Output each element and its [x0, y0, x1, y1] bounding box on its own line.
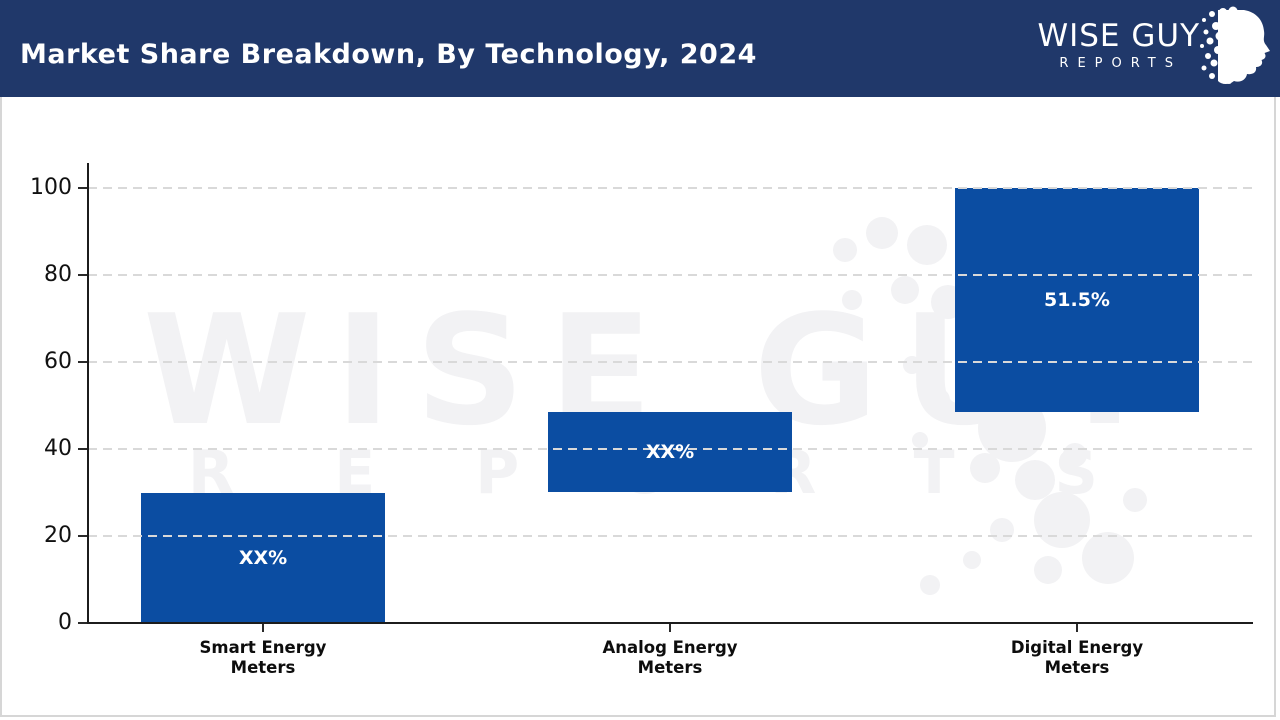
category-label-line: Meters: [637, 658, 703, 677]
y-tick-label: 20: [44, 523, 72, 548]
bar-segment: [141, 492, 385, 623]
y-tick-label: 40: [44, 436, 72, 461]
x-tick-mark: [1076, 624, 1078, 632]
category-label: Digital Energy Meters: [947, 638, 1207, 678]
y-tick-mark: [78, 361, 88, 363]
category-label-line: Meters: [1044, 658, 1110, 677]
gridline: [88, 535, 1253, 537]
logo-subtext: REPORTS: [1059, 56, 1183, 71]
y-tick-mark: [78, 448, 88, 450]
logo-face-icon: [1200, 6, 1270, 84]
category-label-line: Meters: [230, 658, 296, 677]
category-label-line: Analog Energy: [602, 638, 738, 657]
wise-guy-reports-logo: WISE GUY REPORTS: [1022, 4, 1272, 94]
category-label-line: Digital Energy: [1010, 638, 1144, 657]
logo-text: WISE GUY REPORTS: [1037, 18, 1200, 71]
category-label-line: Smart Energy: [199, 638, 327, 657]
bar-value-label: XX%: [238, 546, 288, 569]
y-tick-mark: [78, 274, 88, 276]
y-tick-label: 80: [44, 262, 72, 287]
x-tick-mark: [262, 624, 264, 632]
header: Market Share Breakdown, By Technology, 2…: [0, 0, 1280, 97]
y-tick-label: 100: [30, 175, 72, 200]
page-title: Market Share Breakdown, By Technology, 2…: [20, 39, 757, 70]
x-axis-line: [87, 622, 1253, 624]
x-tick-mark: [669, 624, 671, 632]
y-tick-label: 60: [44, 349, 72, 374]
y-tick-mark: [78, 622, 88, 624]
gridline: [88, 361, 1253, 363]
bar-segment: [548, 412, 792, 493]
bar-value-label: XX%: [645, 441, 695, 464]
y-axis-line: [87, 163, 89, 624]
category-label: Analog Energy Meters: [540, 638, 800, 678]
y-tick-label: 0: [58, 610, 72, 635]
gridline: [88, 448, 1253, 450]
logo-wordmark: WISE GUY: [1037, 18, 1200, 54]
gridline: [88, 187, 1253, 189]
bar-value-label: 51.5%: [1044, 289, 1110, 311]
bar-segment: [955, 188, 1199, 413]
gridline: [88, 274, 1253, 276]
category-label: Smart Energy Meters: [133, 638, 393, 678]
y-tick-mark: [78, 187, 88, 189]
y-tick-mark: [78, 535, 88, 537]
